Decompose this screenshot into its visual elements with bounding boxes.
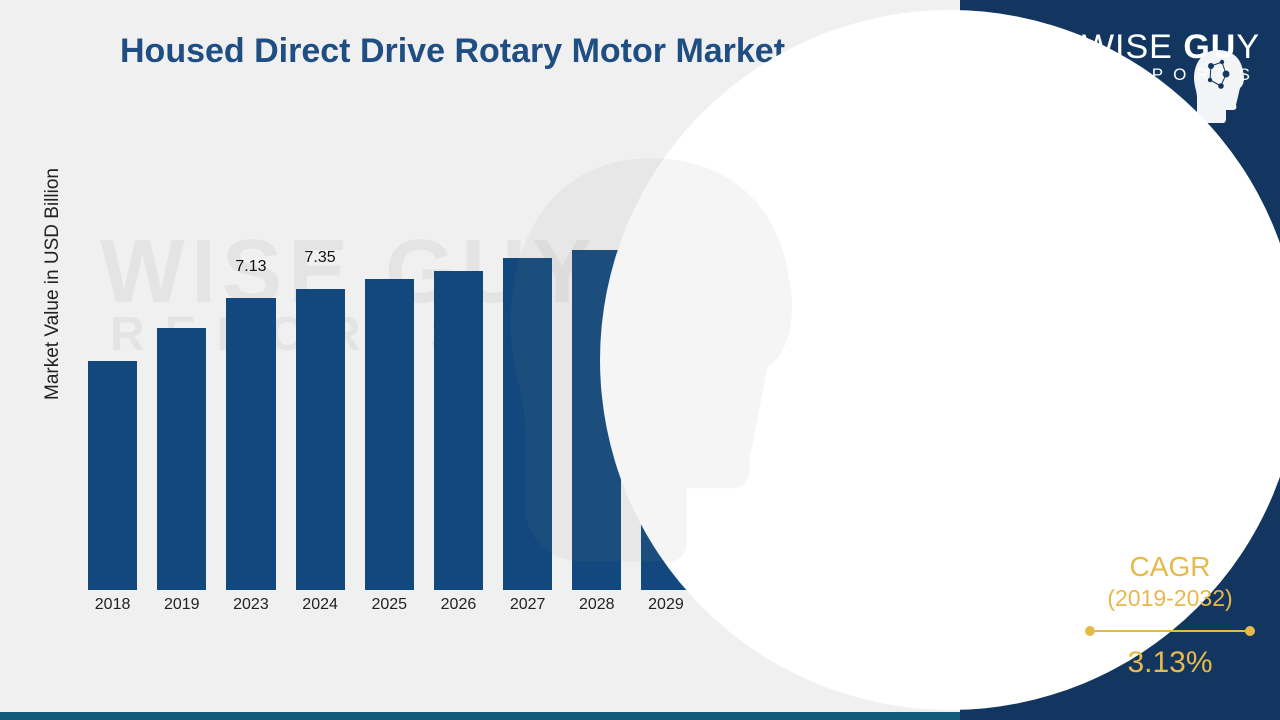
bar-column: 7.13 <box>226 298 275 590</box>
x-axis-tick-label: 2025 <box>365 596 414 614</box>
head-watermark-icon <box>460 140 840 580</box>
x-axis-tick-label: 2018 <box>88 596 137 614</box>
chart-title: Housed Direct Drive Rotary Motor Market <box>120 30 820 73</box>
cagr-title: CAGR <box>1060 551 1280 583</box>
bar-value-label: 7.13 <box>235 258 266 276</box>
bar <box>365 279 414 590</box>
x-axis-tick-label: 2029 <box>641 596 690 614</box>
bottom-accent-strip <box>0 712 960 720</box>
cagr-value: 3.13% <box>1060 646 1280 680</box>
logo-word-wise: WISE <box>1082 28 1173 66</box>
x-axis-tick-label: 2028 <box>572 596 621 614</box>
x-axis-tick-label: 2019 <box>157 596 206 614</box>
bar <box>88 361 137 590</box>
logo-head-icon <box>1188 48 1248 128</box>
x-axis-tick-label: 2027 <box>503 596 552 614</box>
x-axis-tick-label: 2024 <box>296 596 345 614</box>
bar-column <box>88 361 137 590</box>
x-axis-tick-label: 2026 <box>434 596 483 614</box>
bar <box>226 298 275 590</box>
bar-column <box>157 328 206 590</box>
cagr-years: (2019-2032) <box>1060 585 1280 612</box>
bar <box>157 328 206 590</box>
cagr-block: CAGR (2019-2032) 3.13% <box>1060 551 1280 680</box>
cagr-divider <box>1090 630 1250 632</box>
y-axis-label: Market Value in USD Billion <box>42 168 64 400</box>
brand-logo: WISE GUY REPORTS <box>980 28 1260 85</box>
bar-column <box>365 279 414 590</box>
bar-value-label: 7.35 <box>305 249 336 267</box>
bar <box>296 289 345 590</box>
bar-column: 7.35 <box>296 289 345 590</box>
x-axis-tick-label: 2023 <box>226 596 275 614</box>
